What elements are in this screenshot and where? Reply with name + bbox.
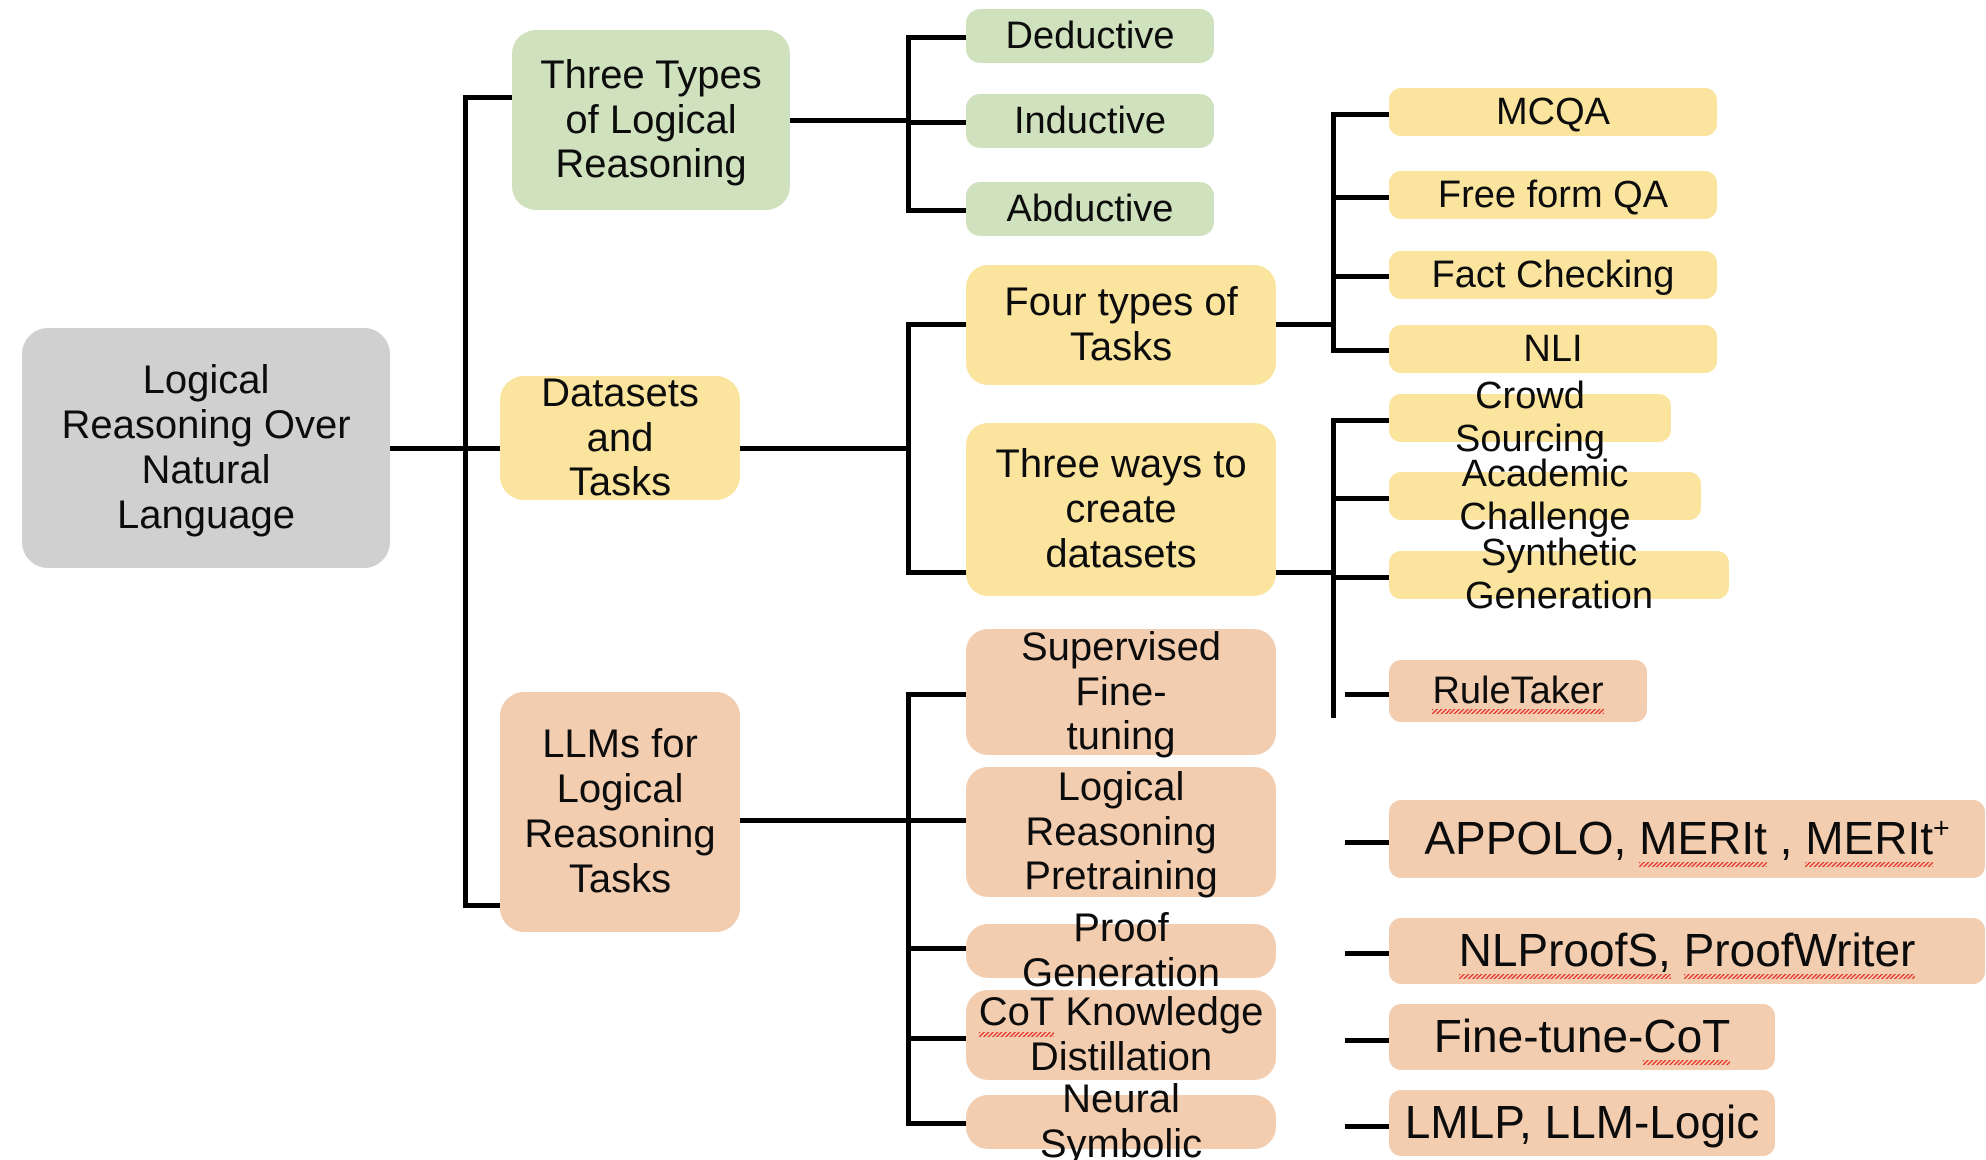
- connector-to-academic-challenge: [1331, 496, 1389, 501]
- connector-three-ways-stub: [1275, 570, 1335, 575]
- connector-llms-trunk: [906, 692, 911, 1124]
- connector-to-cot-knowledge-distillation: [906, 1036, 968, 1041]
- connector-to-four-types: [906, 322, 968, 327]
- connector-lrp-to-appolo: [1345, 840, 1389, 845]
- leaf-deductive[interactable]: Deductive: [966, 9, 1214, 63]
- node-proof-generation[interactable]: Proof Generation: [966, 906, 1276, 995]
- connector-four-types-stub: [1275, 322, 1335, 327]
- spellcheck-merit: MERIt: [1639, 812, 1767, 867]
- leaf-appolo-merit[interactable]: APPOLO, MERIt , MERIt+: [1389, 800, 1985, 878]
- node-logical-reasoning-pretraining[interactable]: Logical Reasoning Pretraining: [966, 765, 1276, 898]
- appolo-merit-label: APPOLO, MERIt , MERIt+: [1424, 812, 1950, 867]
- spellcheck-proofwriter: ProofWriter: [1683, 924, 1916, 979]
- node-three-ways-to-create-datasets[interactable]: Three ways to create datasets: [966, 423, 1276, 596]
- node-neural-symbolic[interactable]: Neural Symbolic: [966, 1077, 1276, 1160]
- connector-llms-stub: [740, 818, 910, 823]
- leaf-synthetic-generation[interactable]: Synthetic Generation: [1389, 532, 1729, 617]
- branch-datasets-and-tasks[interactable]: Datasets and Tasks: [500, 371, 740, 504]
- connector-three-ways-trunk: [1331, 418, 1336, 718]
- connector-root-stub: [390, 446, 468, 451]
- leaf-lmlp-llm-logic[interactable]: LMLP, LLM-Logic: [1389, 1090, 1775, 1156]
- connector-to-deductive: [906, 35, 968, 40]
- leaf-free-form-qa[interactable]: Free form QA: [1389, 171, 1717, 219]
- connector-to-synthetic-generation: [1331, 575, 1389, 580]
- spellcheck-cot-suffix: CoT: [1643, 1010, 1731, 1065]
- cot-rest: Knowledge Distillation: [1029, 990, 1264, 1079]
- connector-pg-to-nlproofs: [1345, 951, 1389, 956]
- connector-to-fact-checking: [1331, 274, 1389, 279]
- connector-to-proof-generation: [906, 946, 968, 951]
- connector-four-types-trunk: [1331, 112, 1336, 352]
- leaf-crowd-sourcing[interactable]: Crowd Sourcing: [1389, 375, 1671, 460]
- node-four-types-of-tasks[interactable]: Four types of Tasks: [966, 265, 1276, 385]
- connector-ns-to-lmlp: [1345, 1124, 1389, 1129]
- connector-root-to-datasets: [463, 446, 515, 451]
- leaf-fine-tune-cot[interactable]: Fine-tune-CoT: [1389, 1004, 1775, 1070]
- connector-to-crowd-sourcing: [1331, 418, 1389, 423]
- spellcheck-ruletaker: RuleTaker: [1432, 669, 1604, 714]
- connector-to-supervised-fine-tuning: [906, 692, 968, 697]
- branch-llms-for-logical-reasoning-tasks[interactable]: LLMs for Logical Reasoning Tasks: [500, 692, 740, 932]
- connector-to-nli: [1331, 348, 1389, 353]
- connector-datasets-trunk: [906, 322, 911, 575]
- node-cot-knowledge-distillation[interactable]: CoT Knowledge Distillation: [966, 990, 1276, 1080]
- fine-tune-prefix: Fine-tune-: [1433, 1010, 1644, 1063]
- spellcheck-nlproofs: NLProofS,: [1458, 924, 1672, 979]
- leaf-academic-challenge[interactable]: Academic Challenge: [1389, 453, 1701, 538]
- connector-datasets-stub: [740, 446, 910, 451]
- leaf-abductive[interactable]: Abductive: [966, 182, 1214, 236]
- appolo-text: APPOLO,: [1424, 812, 1640, 865]
- connector-to-neural-symbolic: [906, 1121, 968, 1126]
- branch-three-types-of-logical-reasoning[interactable]: Three Types of Logical Reasoning: [512, 30, 790, 210]
- leaf-nli[interactable]: NLI: [1389, 325, 1717, 373]
- cot-knowledge-distillation-label: CoT Knowledge Distillation: [978, 990, 1264, 1080]
- merit-separator: ,: [1766, 812, 1806, 865]
- fine-tune-cot-label: Fine-tune-CoT: [1433, 1010, 1731, 1065]
- connector-to-three-ways: [906, 570, 968, 575]
- leaf-mcqa[interactable]: MCQA: [1389, 88, 1717, 136]
- connector-to-abductive: [906, 208, 968, 213]
- connector-sft-to-ruletaker: [1345, 692, 1389, 697]
- root-node[interactable]: Logical Reasoning Over Natural Language: [22, 328, 390, 568]
- leaf-fact-checking[interactable]: Fact Checking: [1389, 251, 1717, 299]
- connector-to-free-form-qa: [1331, 195, 1389, 200]
- connector-cot-to-fine-tune: [1345, 1038, 1389, 1043]
- leaf-inductive[interactable]: Inductive: [966, 94, 1214, 148]
- spellcheck-cot: CoT: [978, 990, 1055, 1037]
- connector-to-inductive: [906, 120, 968, 125]
- leaf-nlproofs-proofwriter[interactable]: NLProofS, ProofWriter: [1389, 918, 1985, 984]
- connector-root-to-llms: [463, 903, 515, 908]
- connector-root-trunk: [463, 95, 468, 908]
- spellcheck-merit-plus: MERIt: [1805, 812, 1933, 867]
- leaf-ruletaker[interactable]: RuleTaker: [1389, 660, 1647, 722]
- connector-to-mcqa: [1331, 112, 1389, 117]
- connector-to-logical-reasoning-pretraining: [906, 818, 968, 823]
- connector-root-to-three-types: [463, 95, 515, 100]
- connector-three-types-stub: [790, 118, 910, 123]
- nlproofs-proofwriter-label: NLProofS, ProofWriter: [1458, 924, 1916, 979]
- node-supervised-fine-tuning[interactable]: Supervised Fine- tuning: [966, 625, 1276, 758]
- merit-plus-superscript: +: [1933, 812, 1950, 845]
